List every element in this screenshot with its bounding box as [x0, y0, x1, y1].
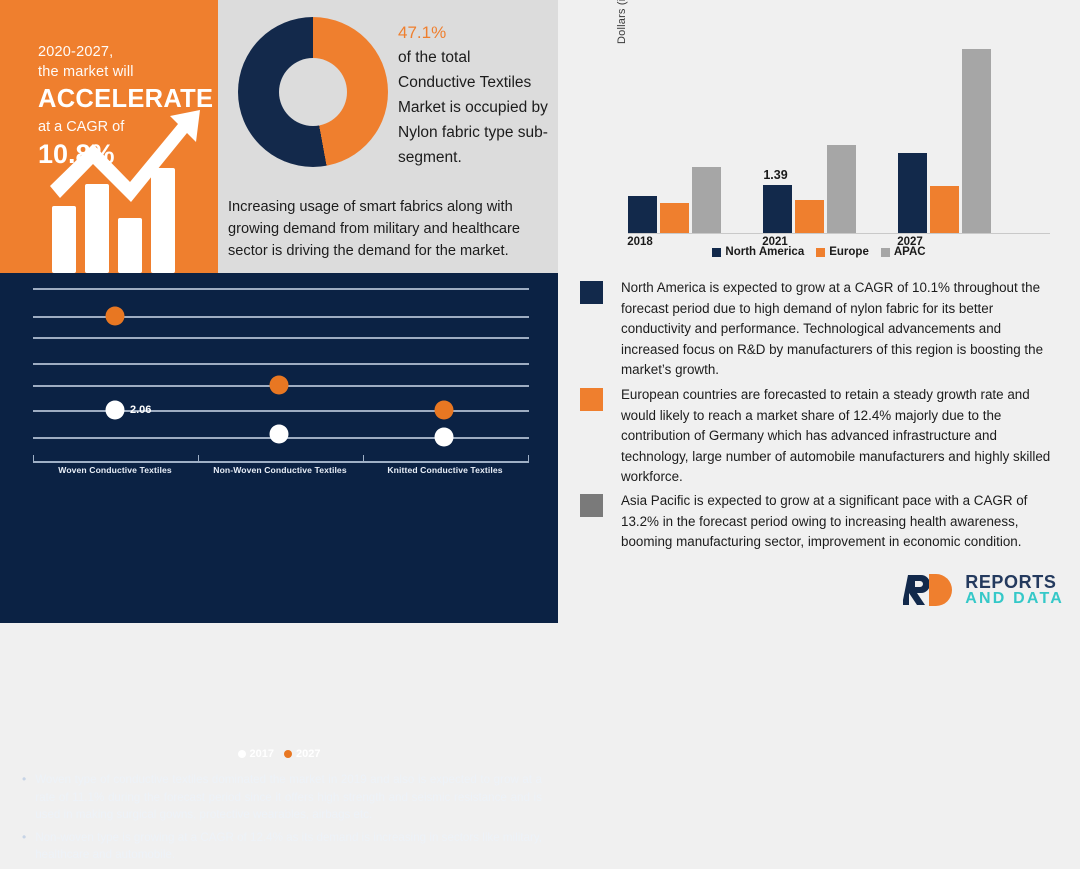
dot-category-woven: Woven Conductive Textiles [58, 465, 172, 475]
gridline-1 [33, 288, 529, 290]
region-insights-panel: North America is expected to grow at a C… [558, 273, 1080, 623]
bullet-marker-icon: • [22, 829, 27, 844]
accelerate-subtitle: the market will [38, 64, 134, 80]
region-text-north-america: North America is expected to grow at a C… [621, 280, 1044, 377]
growth-arrow-chart-icon [46, 108, 216, 273]
region-swatch-apac-icon [580, 494, 603, 517]
bar-2018-north-america [628, 196, 657, 233]
bar-legend-apac: APAC [880, 246, 926, 258]
donut-copy: 47.1% of the total Conductive Textiles M… [398, 20, 550, 170]
donut-chart [238, 17, 388, 167]
gridline-4 [33, 363, 529, 365]
dot-2027-woven [105, 306, 125, 326]
bar-category-2027: 2027 [897, 236, 923, 248]
dot-legend-2017: 2017 [237, 748, 274, 760]
dot-legend-2027: 2027 [284, 748, 320, 760]
dot-axis-tick-3 [363, 455, 364, 461]
bar-2021-europe [795, 200, 824, 233]
donut-ring [238, 17, 388, 167]
type-insight-text-woven: Woven type of conductive textiles domina… [35, 773, 542, 821]
bar-group-2018 [628, 134, 721, 233]
bar-2021-north-america [763, 185, 792, 233]
dot-axis-tick-4 [528, 455, 529, 461]
legend-dot-2027-icon [284, 750, 292, 758]
dot-category-non-woven: Non-Woven Conductive Textiles [213, 465, 347, 475]
type-insight-text-non-woven: Non-woven type is growing at a CAGR of 1… [35, 830, 542, 862]
dot-2017-woven [105, 400, 125, 420]
region-swatch-europe-icon [580, 388, 603, 411]
bar-value-label-2021-north-america: 1.39 [763, 168, 788, 182]
bar-2027-apac [962, 49, 991, 233]
dot-chart-legend: 2017 2027 [0, 748, 558, 760]
legend-swatch-north-america-icon [712, 247, 722, 257]
dot-2017-non-woven [269, 424, 289, 444]
legend-swatch-apac-icon [880, 247, 890, 257]
donut-panel: 47.1% of the total Conductive Textiles M… [218, 0, 558, 273]
bar-legend-europe: Europe [816, 246, 869, 258]
dot-axis-tick-2 [198, 455, 199, 461]
bar-legend-label-north-america: North America [725, 246, 805, 258]
logo-wordmark: REPORTS AND DATA [965, 573, 1064, 607]
type-insights-list: • Woven type of conductive textiles domi… [22, 771, 542, 869]
rd-monogram-icon [902, 571, 957, 609]
dot-2027-non-woven [269, 375, 289, 395]
region-text-asia-pacific: Asia Pacific is expected to grow at a si… [621, 493, 1028, 549]
legend-swatch-europe-icon [816, 247, 826, 257]
bar-chart-axis-line [628, 233, 1050, 234]
bar-2027-europe [930, 186, 959, 233]
bar-chart-legend: North America Europe APAC [558, 246, 1080, 258]
dot-value-label-2017-woven: 2.06 [130, 404, 152, 416]
region-insight-asia-pacific: Asia Pacific is expected to grow at a si… [580, 491, 1060, 553]
legend-dot-2017-icon [237, 750, 246, 758]
bar-group-2021 [763, 145, 856, 233]
market-driver-note: Increasing usage of smart fabrics along … [228, 199, 521, 259]
bullet-marker-icon: • [22, 772, 27, 786]
region-swatch-north-america-icon [580, 281, 603, 304]
dot-category-knitted: Knitted Conductive Textiles [387, 465, 503, 475]
dot-chart-plot: 2.06 [33, 285, 529, 460]
bar-legend-label-europe: Europe [829, 246, 869, 258]
list-item: • Non-woven type is growing at a CAGR of… [22, 829, 542, 864]
dot-2017-knitted [434, 427, 454, 447]
dot-axis-tick-1 [33, 455, 34, 461]
logo-line-and-data: AND DATA [965, 590, 1064, 607]
gridline-3 [33, 337, 529, 339]
region-text-europe: European countries are forecasted to ret… [621, 387, 1051, 484]
bar-2027-north-america [898, 153, 927, 233]
dot-2027-knitted [434, 400, 454, 420]
logo-line-reports: REPORTS [965, 572, 1057, 592]
bar-2018-apac [692, 167, 721, 233]
accelerate-panel: 2020-2027, the market will ACCELERATE at… [0, 0, 218, 273]
donut-description: of the total Conductive Textiles Market … [398, 49, 548, 166]
accelerate-headline: ACCELERATE [38, 85, 214, 113]
gridline-6 [33, 410, 529, 412]
dot-legend-label-2017: 2017 [249, 748, 274, 760]
gridline-2 [33, 316, 529, 318]
bar-legend-label-apac: APAC [893, 246, 926, 258]
bar-2021-apac [827, 145, 856, 233]
list-item: • Woven type of conductive textiles domi… [22, 771, 542, 824]
bar-category-2018: 2018 [627, 236, 653, 248]
accelerate-cagr-label: at a CAGR of [38, 119, 125, 135]
dot-chart-axis-line [33, 461, 529, 463]
type-dot-chart-panel: 2.06 Woven Conductive Textiles Non-Woven… [0, 273, 558, 861]
region-insight-north-america: North America is expected to grow at a C… [580, 278, 1060, 381]
dot-legend-label-2027: 2027 [296, 748, 321, 760]
bar-legend-north-america: North America [712, 246, 804, 258]
bar-group-2027 [898, 49, 991, 233]
regional-bar-chart-panel: Dollars (in Billion) 2018 1.39 2021 2027 [558, 0, 1080, 273]
bar-category-2021: 2021 [762, 236, 788, 248]
donut-percent: 47.1% [398, 23, 447, 42]
region-insight-europe: European countries are forecasted to ret… [580, 385, 1060, 488]
reports-and-data-logo: REPORTS AND DATA [902, 571, 1064, 609]
accelerate-period: 2020-2027, [38, 44, 114, 60]
bar-chart-y-axis-label: Dollars (in Billion) [616, 0, 628, 44]
bar-2018-europe [660, 203, 689, 233]
